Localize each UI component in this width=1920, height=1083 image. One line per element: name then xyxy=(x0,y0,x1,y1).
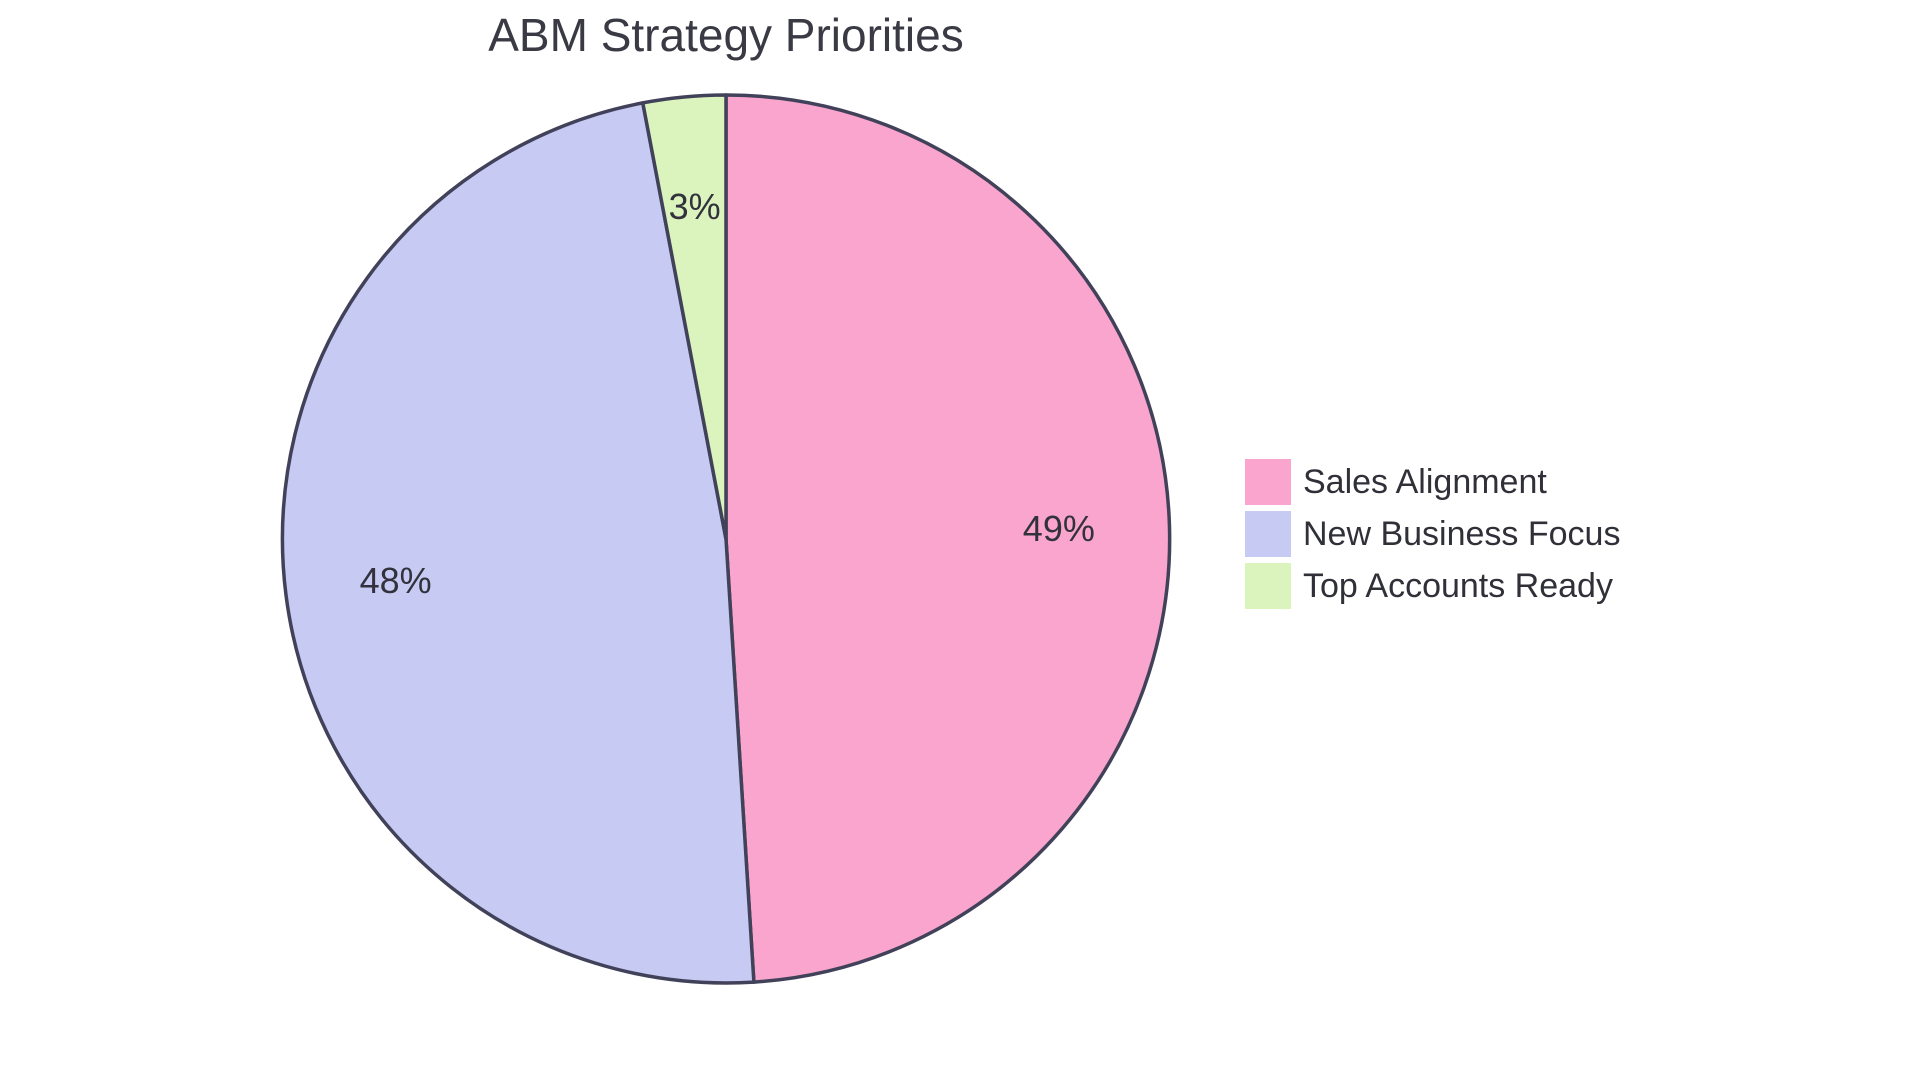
pie-slice xyxy=(641,93,728,541)
pie-slice xyxy=(724,93,1172,984)
legend-item: Top Accounts Ready xyxy=(1245,563,1620,609)
pie-slice-label-sales-alignment: 49% xyxy=(1022,507,1095,549)
pie-slice-label-new-business-focus: 48% xyxy=(359,559,432,601)
legend: Sales Alignment New Business Focus Top A… xyxy=(1245,459,1620,609)
chart-title: ABM Strategy Priorities xyxy=(488,9,964,61)
legend-label: New Business Focus xyxy=(1303,514,1621,553)
pie-slice-label-top-accounts-ready: 3% xyxy=(668,186,721,228)
legend-label: Top Accounts Ready xyxy=(1303,566,1613,605)
legend-item: Sales Alignment xyxy=(1245,459,1620,505)
legend-swatch-new-business-focus xyxy=(1245,511,1291,557)
legend-item: New Business Focus xyxy=(1245,511,1620,557)
legend-swatch-sales-alignment xyxy=(1245,459,1291,505)
pie-slice xyxy=(280,101,756,985)
legend-swatch-top-accounts-ready xyxy=(1245,563,1291,609)
legend-label: Sales Alignment xyxy=(1303,462,1547,501)
